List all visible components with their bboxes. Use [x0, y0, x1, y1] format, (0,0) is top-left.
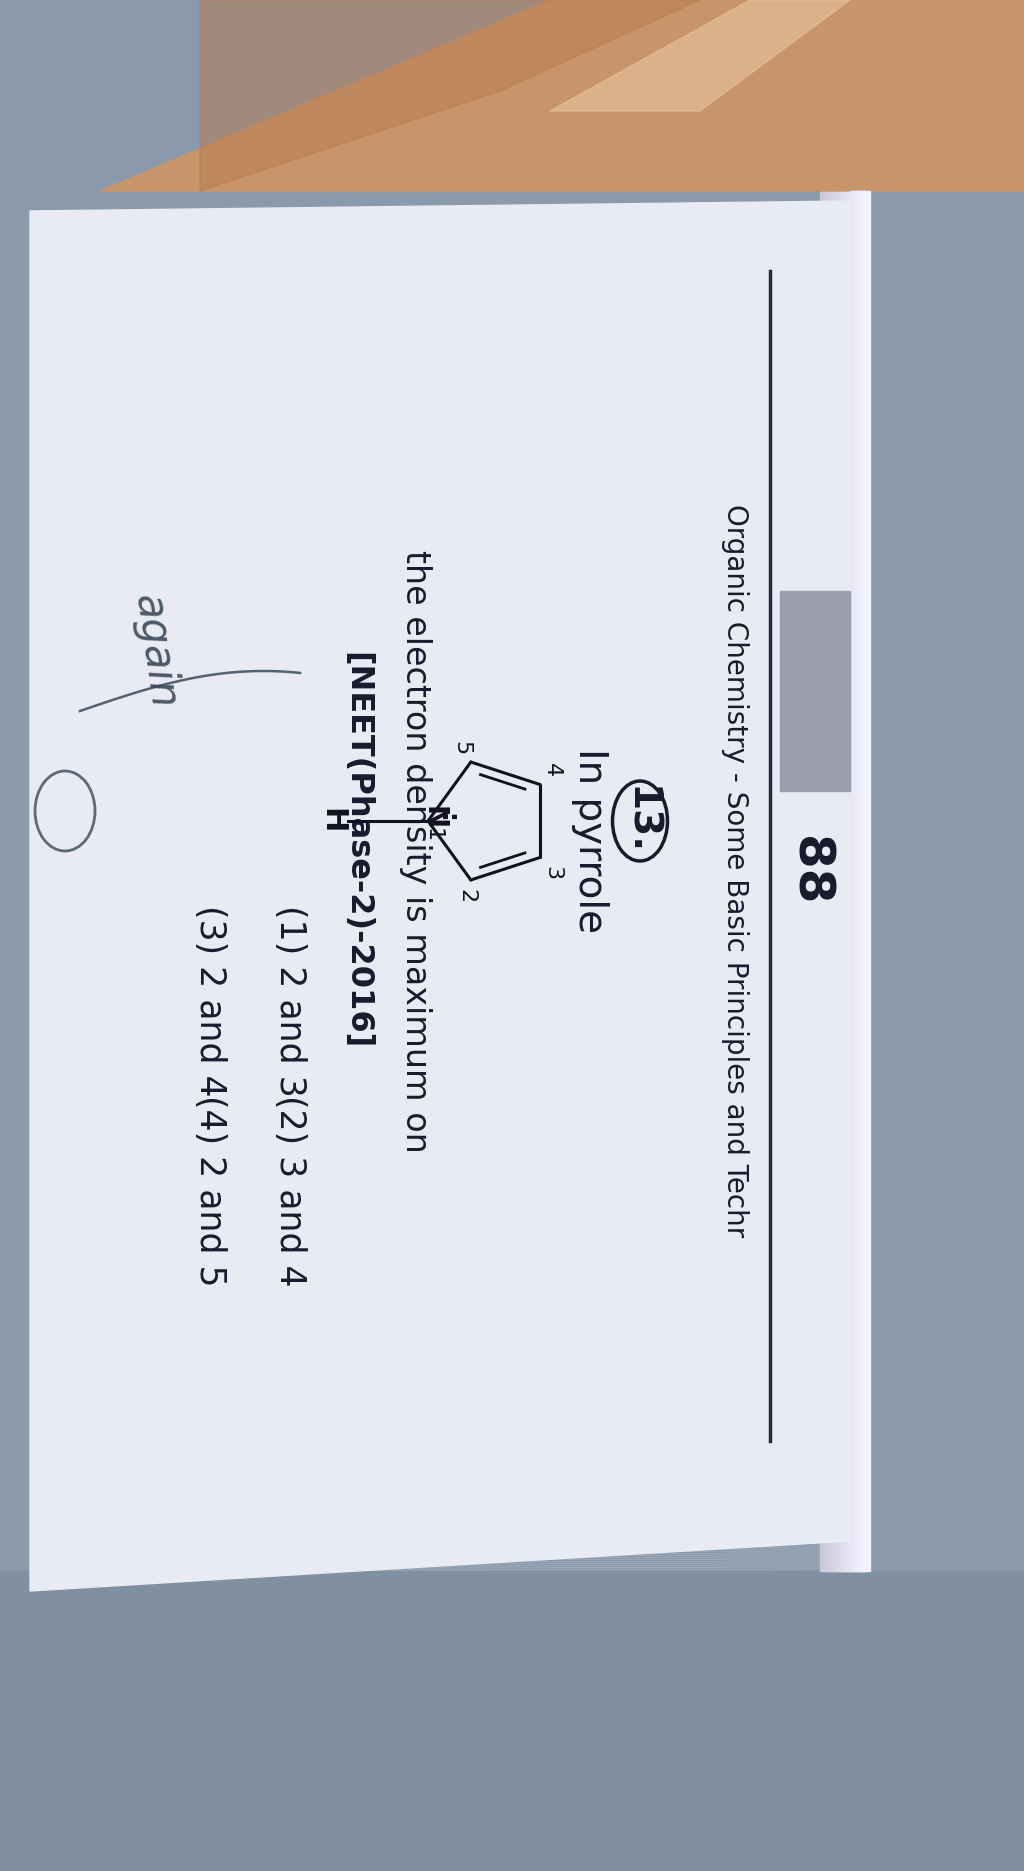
Text: N: N	[419, 806, 447, 829]
Bar	[835, 191, 843, 1572]
Bar	[831, 191, 840, 1572]
Bar	[862, 191, 870, 1572]
Polygon shape	[550, 0, 850, 110]
Text: 1: 1	[423, 829, 443, 842]
Bar	[838, 191, 846, 1572]
Bar	[823, 191, 831, 1572]
Text: 2: 2	[457, 889, 477, 904]
Bar	[780, 591, 850, 791]
Text: 4: 4	[542, 763, 562, 778]
Bar	[829, 191, 837, 1572]
Text: (2) 3 and 4: (2) 3 and 4	[273, 1095, 307, 1287]
Bar	[850, 191, 858, 1572]
Text: In pyrrole: In pyrrole	[571, 748, 609, 934]
Bar	[856, 191, 864, 1572]
Bar	[844, 191, 852, 1572]
Text: (3) 2 and 4: (3) 2 and 4	[193, 906, 227, 1096]
Text: 13.: 13.	[621, 786, 659, 855]
Polygon shape	[0, 0, 1024, 271]
Polygon shape	[100, 0, 1024, 191]
Text: :: :	[434, 814, 458, 823]
Text: 3: 3	[542, 866, 562, 881]
Bar	[853, 191, 861, 1572]
Text: [NEET(Phase-2)-2016]: [NEET(Phase-2)-2016]	[341, 653, 373, 1050]
Text: Organic Chemistry - Some Basic Principles and Techr: Organic Chemistry - Some Basic Principle…	[721, 505, 749, 1237]
Polygon shape	[50, 221, 830, 1572]
Text: (4) 2 and 5: (4) 2 and 5	[193, 1095, 227, 1287]
Bar	[847, 191, 855, 1572]
Bar	[859, 191, 867, 1572]
Polygon shape	[0, 1572, 1024, 1871]
Text: 5: 5	[451, 741, 471, 756]
Bar	[826, 191, 834, 1572]
Text: H: H	[317, 808, 346, 834]
Text: again: again	[126, 591, 184, 711]
Text: the electron density is maximum on: the electron density is maximum on	[398, 550, 431, 1153]
Text: 88: 88	[786, 836, 834, 906]
Polygon shape	[30, 200, 850, 1590]
Bar	[820, 191, 828, 1572]
Polygon shape	[200, 0, 700, 191]
Text: (1) 2 and 3: (1) 2 and 3	[273, 906, 307, 1096]
Bar	[841, 191, 849, 1572]
